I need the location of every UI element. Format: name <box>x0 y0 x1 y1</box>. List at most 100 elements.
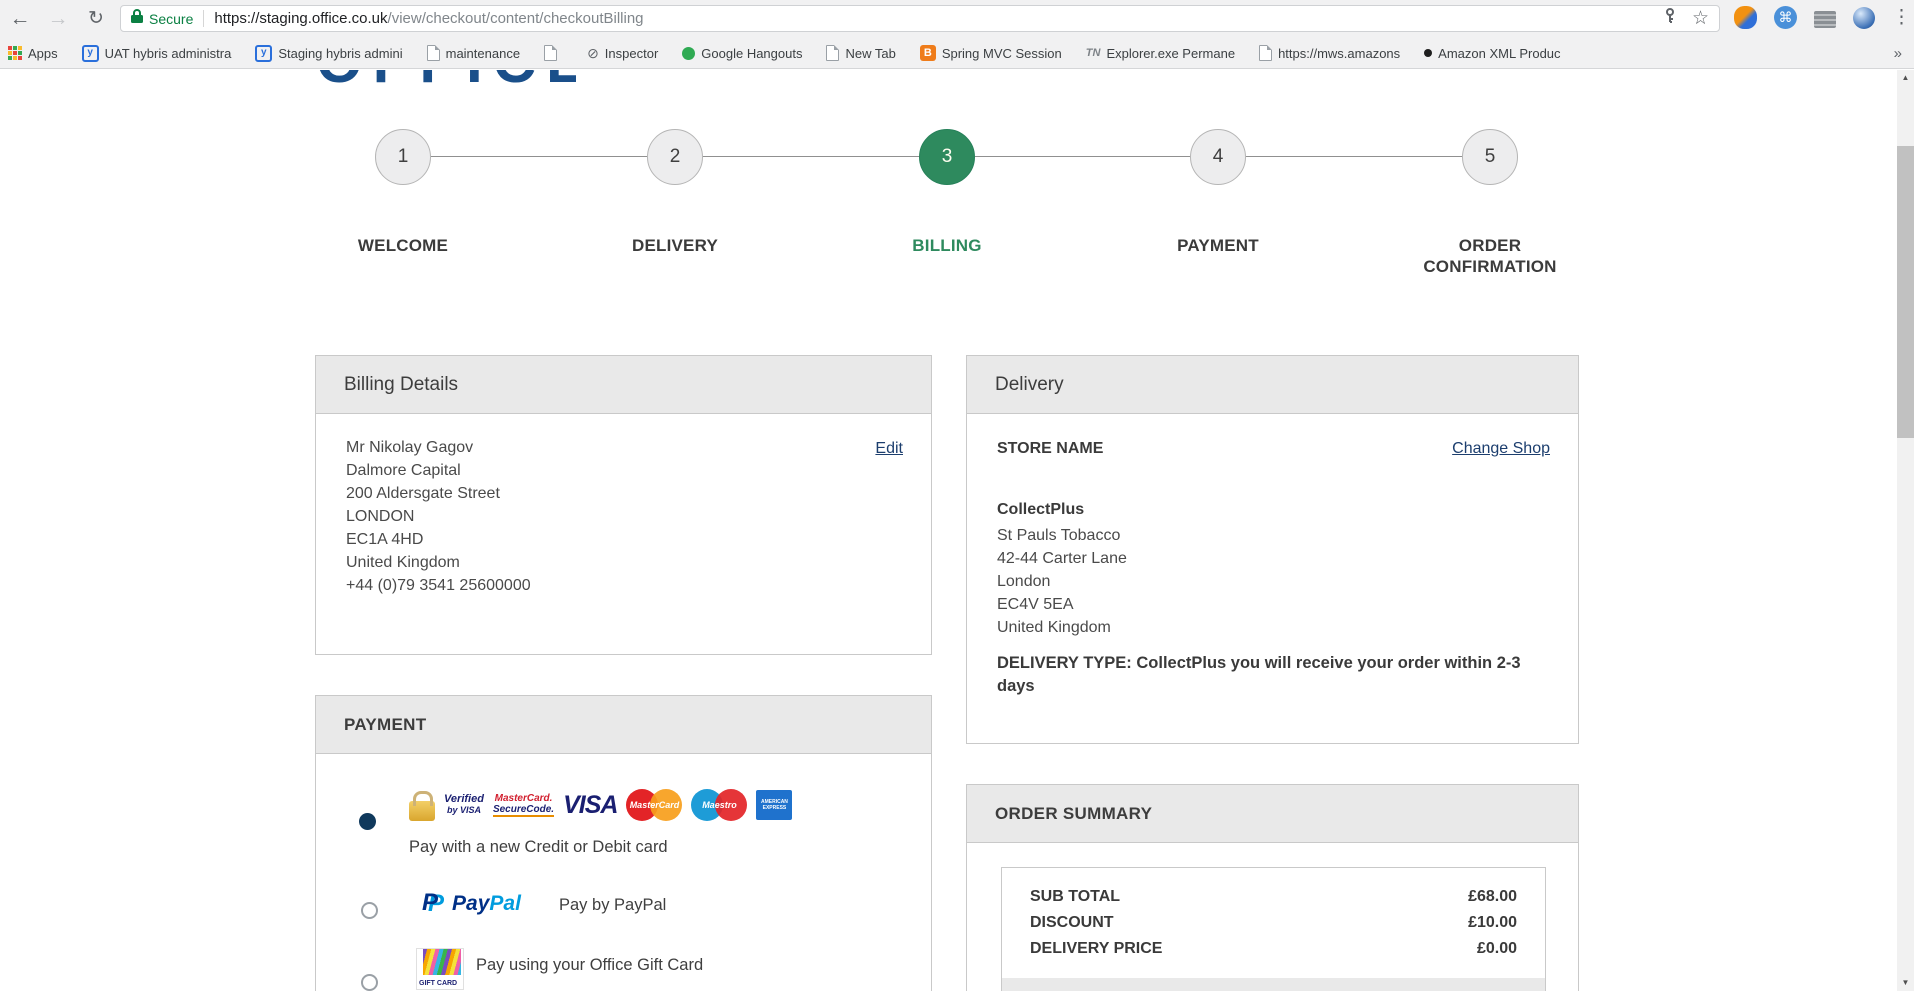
bookmark-inspector[interactable]: ⊘ Inspector <box>587 46 658 61</box>
bookmark-maintenance[interactable]: maintenance <box>426 45 520 61</box>
saved-password-key-icon[interactable] <box>1662 8 1678 29</box>
page-icon <box>826 45 840 61</box>
step-circle-3[interactable]: 3 <box>919 129 975 185</box>
bookmarks-overflow-chevron[interactable]: » <box>1893 44 1902 62</box>
hybris-icon: y <box>255 44 273 62</box>
billing-address-line: EC1A 4HD <box>346 531 424 548</box>
step-label-billing: BILLING <box>912 236 982 255</box>
radio-credit-card[interactable] <box>359 813 376 830</box>
browser-menu-icon[interactable]: ⋮ <box>1892 7 1911 28</box>
bookmark-uat-hybris[interactable]: y UAT hybris administra <box>81 44 232 62</box>
hybris-icon: y <box>81 44 99 62</box>
bookmark-apps[interactable]: Apps <box>8 46 58 61</box>
pay-gift-card-option-label[interactable]: Pay using your Office Gift Card <box>476 956 704 974</box>
bookmark-label: UAT hybris administra <box>104 45 232 61</box>
bookmark-spring-mvc[interactable]: B Spring MVC Session <box>919 45 1062 61</box>
bookmark-new-tab[interactable]: New Tab <box>826 45 896 61</box>
pay-card-option-label[interactable]: Pay with a new Credit or Debit card <box>409 838 668 856</box>
page-icon <box>1259 45 1273 61</box>
billing-details-panel: Billing Details Mr Nikolay Gagov Dalmore… <box>315 355 932 655</box>
change-shop-link[interactable]: Change Shop <box>1452 440 1550 457</box>
maestro-logo: Maestro <box>691 787 748 823</box>
gold-padlock-icon <box>409 791 435 821</box>
padlock-icon <box>131 8 143 29</box>
stepper-line <box>975 156 1190 157</box>
step-label-welcome: WELCOME <box>357 236 449 255</box>
mastercard-securecode-logo: MasterCard. SecureCode. <box>492 793 555 817</box>
billing-address-line: +44 (0)79 3541 25600000 <box>346 577 531 594</box>
stepper-line <box>703 156 919 157</box>
bookmark-unnamed[interactable] <box>544 45 563 61</box>
radio-paypal[interactable] <box>361 902 378 919</box>
radio-gift-card[interactable] <box>361 974 378 991</box>
billing-details-header: Billing Details <box>316 356 931 414</box>
dot-icon <box>1424 49 1433 57</box>
extension-icon-command[interactable]: ⌘ <box>1774 6 1797 29</box>
reload-button[interactable]: ↻ <box>88 8 104 29</box>
order-summary-box: SUB TOTAL £68.00 DISCOUNT £10.00 DELIVER… <box>1001 867 1546 991</box>
bookmark-explorer[interactable]: TN Explorer.exe Permane <box>1086 46 1235 61</box>
bookmark-label: Spring MVC Session <box>941 45 1062 61</box>
store-address-line: United Kingdom <box>997 619 1111 636</box>
billing-address-line: Dalmore Capital <box>346 462 461 479</box>
step-payment: 4 PAYMENT <box>1108 129 1328 256</box>
bookmarks-bar: Apps y UAT hybris administra y Staging h… <box>0 38 1914 69</box>
forward-button[interactable]: → <box>47 7 69 30</box>
step-circle-5[interactable]: 5 <box>1462 129 1518 185</box>
bookmark-amazon-xml[interactable]: Amazon XML Produc <box>1424 45 1561 61</box>
billing-address: Mr Nikolay Gagov Dalmore Capital 200 Ald… <box>346 436 531 597</box>
delivery-panel: Delivery STORE NAME Change Shop CollectP… <box>966 355 1579 744</box>
secure-label: Secure <box>149 10 194 27</box>
summary-row-delivery-price: DELIVERY PRICE £0.00 <box>1002 936 1545 962</box>
extension-icon-card[interactable] <box>1814 10 1836 28</box>
hangouts-icon <box>682 46 696 60</box>
summary-value: £68.00 <box>1468 888 1517 905</box>
carrier-name: CollectPlus <box>997 501 1085 518</box>
step-circle-2[interactable]: 2 <box>647 129 703 185</box>
billing-address-line: United Kingdom <box>346 554 460 571</box>
url-path: /view/checkout/content/checkoutBilling <box>387 10 644 27</box>
bookmark-label: https://mws.amazons <box>1278 45 1401 61</box>
store-name-label: STORE NAME <box>997 440 1104 457</box>
step-order-confirmation: 5 ORDER CONFIRMATION <box>1405 129 1575 277</box>
extension-icon-swoosh[interactable] <box>1734 6 1757 29</box>
back-button[interactable]: ← <box>9 7 31 30</box>
url-host: https://staging.office.co.uk <box>214 10 388 27</box>
page-scrollbar[interactable]: ▲ ▼ <box>1897 70 1914 991</box>
summary-value: £0.00 <box>1476 940 1517 957</box>
step-circle-4[interactable]: 4 <box>1190 129 1246 185</box>
extension-icon-globe[interactable] <box>1853 6 1875 29</box>
summary-row-discount: DISCOUNT £10.00 <box>1002 910 1545 936</box>
scrollbar-thumb[interactable] <box>1897 146 1914 438</box>
summary-value: £10.00 <box>1468 914 1517 931</box>
bookmark-label: Staging hybris admini <box>278 45 403 61</box>
bookmark-mws-amazon[interactable]: https://mws.amazons <box>1259 45 1400 61</box>
bookmark-star-icon[interactable]: ☆ <box>1691 8 1709 29</box>
stepper-line <box>431 156 647 157</box>
card-logos-strip: Verified by VISA MasterCard. SecureCode.… <box>409 787 793 823</box>
scrollbar-up-arrow[interactable]: ▲ <box>1901 73 1910 82</box>
bookmark-label: Inspector <box>604 45 659 61</box>
gift-card-icon: GIFT CARD <box>416 948 464 990</box>
bookmark-label: Amazon XML Produc <box>1438 45 1561 61</box>
billing-address-line: LONDON <box>346 508 415 525</box>
bookmark-label: Explorer.exe Permane <box>1106 45 1236 61</box>
step-welcome: 1 WELCOME <box>293 129 513 256</box>
step-circle-1[interactable]: 1 <box>375 129 431 185</box>
office-logo[interactable]: OFFICE <box>316 70 576 93</box>
bookmark-staging-hybris[interactable]: y Staging hybris admini <box>255 44 403 62</box>
office-logo-text: OFFICE <box>316 70 576 93</box>
apps-grid-icon <box>8 46 22 60</box>
pay-paypal-option-label[interactable]: Pay by PayPal <box>559 896 667 914</box>
edit-billing-link[interactable]: Edit <box>875 440 903 457</box>
url-separator <box>203 10 205 27</box>
step-label-order-confirmation: ORDER CONFIRMATION <box>1423 236 1557 276</box>
summary-label: SUB TOTAL <box>1030 888 1121 905</box>
bookmark-google-hangouts[interactable]: Google Hangouts <box>682 46 802 61</box>
scrollbar-down-arrow[interactable]: ▼ <box>1901 978 1910 987</box>
store-address-line: London <box>997 573 1051 590</box>
order-summary-panel: ORDER SUMMARY SUB TOTAL £68.00 DISCOUNT … <box>966 784 1579 991</box>
step-billing: 3 BILLING <box>837 129 1057 256</box>
address-bar[interactable]: Secure https://staging.office.co.uk /vie… <box>120 5 1720 32</box>
